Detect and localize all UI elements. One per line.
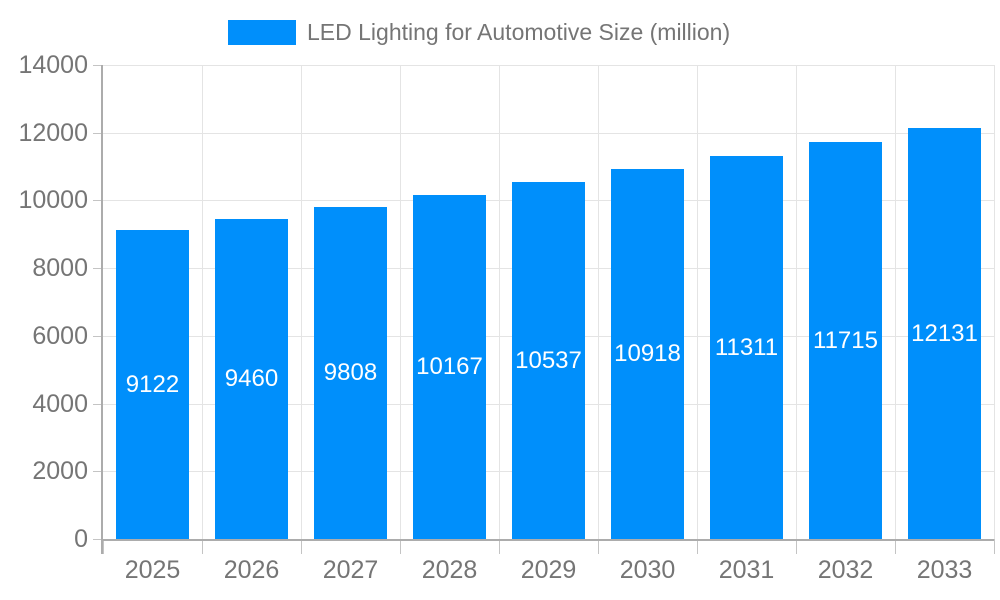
bar-2029[interactable]: [512, 182, 585, 539]
y-tick-label: 4000: [32, 390, 88, 418]
x-tick-label: 2027: [322, 556, 379, 584]
y-tick-label: 8000: [32, 254, 88, 282]
y-tick-label: 6000: [32, 322, 88, 350]
bar-2025[interactable]: [116, 230, 189, 539]
x-axis-tick: [598, 539, 599, 554]
gridline-horizontal: [103, 133, 994, 134]
x-tick-label: 2028: [421, 556, 478, 584]
x-tick-label: 2031: [718, 556, 775, 584]
bar-value-label: 10167: [416, 353, 483, 380]
y-axis-tick: [93, 268, 103, 269]
x-axis-tick: [301, 539, 302, 554]
x-axis-tick: [400, 539, 401, 554]
bar-2028[interactable]: [413, 195, 486, 539]
y-axis-tick: [93, 336, 103, 337]
y-axis-tick: [93, 539, 103, 540]
x-axis-tick: [103, 539, 104, 554]
gridline-vertical: [202, 65, 203, 539]
bar-value-label: 9122: [125, 371, 180, 398]
bar-2033[interactable]: [908, 128, 981, 539]
bar-2030[interactable]: [611, 169, 684, 539]
gridline-vertical: [994, 65, 995, 539]
y-tick-label: 2000: [32, 457, 88, 485]
y-tick-label: 14000: [18, 51, 88, 79]
gridline-vertical: [796, 65, 797, 539]
x-axis-line: [103, 539, 994, 541]
legend-label: LED Lighting for Automotive Size (millio…: [307, 19, 731, 45]
y-tick-label: 12000: [18, 119, 88, 147]
x-axis-tick: [697, 539, 698, 554]
bar-value-label: 10537: [515, 347, 582, 374]
x-axis-tick: [499, 539, 500, 554]
gridline-vertical: [400, 65, 401, 539]
legend-swatch-icon: [228, 20, 296, 45]
y-axis-line: [101, 65, 103, 554]
x-axis-tick: [895, 539, 896, 554]
gridline-vertical: [697, 65, 698, 539]
y-tick-label: 10000: [18, 186, 88, 214]
bar-2026[interactable]: [215, 219, 288, 539]
bar-value-label: 11311: [714, 334, 779, 361]
bar-2032[interactable]: [809, 142, 882, 539]
y-axis-tick: [93, 404, 103, 405]
bar-value-label: 9808: [323, 359, 378, 386]
bar-value-label: 12131: [911, 320, 978, 347]
y-axis-tick: [93, 65, 103, 66]
bar-value-label: 9460: [224, 365, 279, 392]
bar-value-label: 10918: [614, 340, 681, 367]
gridline-vertical: [895, 65, 896, 539]
y-tick-label: 0: [74, 525, 88, 553]
x-tick-label: 2030: [619, 556, 676, 584]
x-tick-label: 2032: [817, 556, 874, 584]
x-axis-tick: [994, 539, 995, 554]
x-tick-label: 2029: [520, 556, 577, 584]
y-axis-tick: [93, 471, 103, 472]
x-axis-tick: [202, 539, 203, 554]
bar-2027[interactable]: [314, 207, 387, 539]
x-axis-tick: [796, 539, 797, 554]
x-tick-label: 2025: [124, 556, 181, 584]
bar-2031[interactable]: [710, 156, 783, 539]
x-tick-label: 2033: [916, 556, 973, 584]
x-tick-label: 2026: [223, 556, 280, 584]
y-axis-tick: [93, 133, 103, 134]
gridline-vertical: [301, 65, 302, 539]
gridline-horizontal: [103, 65, 994, 66]
legend-item[interactable]: LED Lighting for Automotive Size (millio…: [228, 20, 730, 45]
bar-value-label: 11715: [813, 327, 878, 354]
y-axis-tick: [93, 200, 103, 201]
gridline-vertical: [499, 65, 500, 539]
gridline-vertical: [598, 65, 599, 539]
